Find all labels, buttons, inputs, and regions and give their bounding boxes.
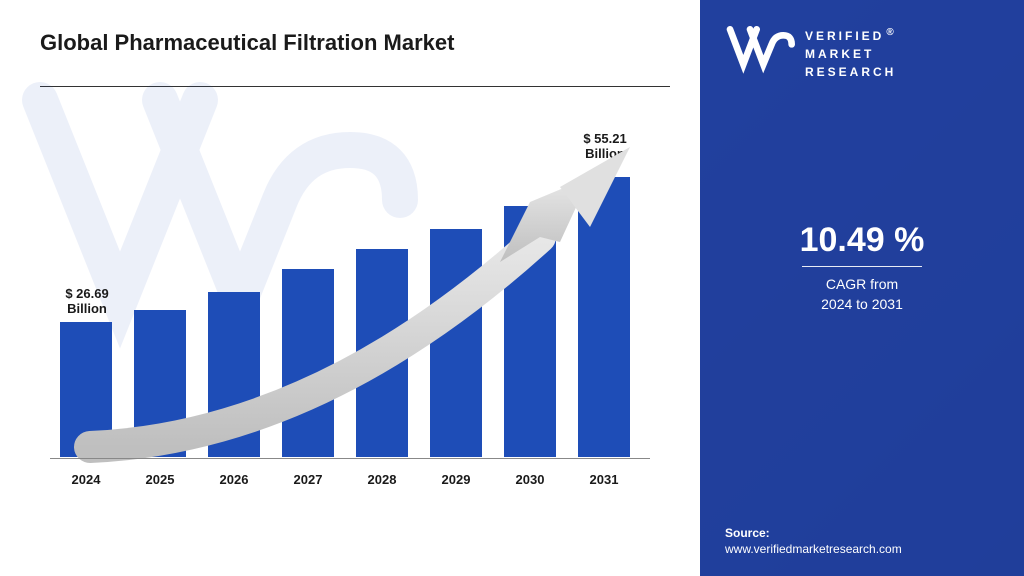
bar — [430, 229, 482, 457]
x-axis-label: 2026 — [208, 472, 260, 487]
x-axis-label: 2025 — [134, 472, 186, 487]
bar — [134, 310, 186, 457]
x-axis-label: 2030 — [504, 472, 556, 487]
bar — [282, 269, 334, 457]
logo-mark-icon — [725, 26, 795, 81]
bars-container — [60, 147, 660, 457]
chart-title: Global Pharmaceutical Filtration Market — [40, 30, 670, 56]
x-axis-label: 2024 — [60, 472, 112, 487]
bar — [578, 177, 630, 457]
bar — [60, 322, 112, 457]
cagr-callout: 10.49 % CAGR from 2024 to 2031 — [725, 221, 999, 314]
brand-logo: VERIFIED® MARKET RESEARCH — [725, 25, 999, 81]
bar-chart: $ 26.69 Billion $ 55.21 Billion 20242025… — [40, 107, 660, 507]
logo-text: VERIFIED® MARKET RESEARCH — [805, 25, 897, 81]
x-axis-line — [50, 458, 650, 459]
x-axis-label: 2029 — [430, 472, 482, 487]
chart-panel: Global Pharmaceutical Filtration Market … — [0, 0, 700, 576]
source-citation: Source: www.verifiedmarketresearch.com — [725, 526, 999, 556]
x-axis-label: 2028 — [356, 472, 408, 487]
x-axis-labels: 2024 2025 2026 2027 2028 2029 2030 2031 — [60, 472, 660, 487]
cagr-divider — [802, 266, 922, 267]
sidebar-panel: VERIFIED® MARKET RESEARCH 10.49 % CAGR f… — [700, 0, 1024, 576]
cagr-label: CAGR from 2024 to 2031 — [725, 275, 999, 314]
bar — [208, 292, 260, 457]
title-underline — [40, 86, 670, 87]
bar — [356, 249, 408, 457]
x-axis-label: 2031 — [578, 472, 630, 487]
x-axis-label: 2027 — [282, 472, 334, 487]
cagr-value: 10.49 % — [725, 221, 999, 260]
bar — [504, 206, 556, 457]
